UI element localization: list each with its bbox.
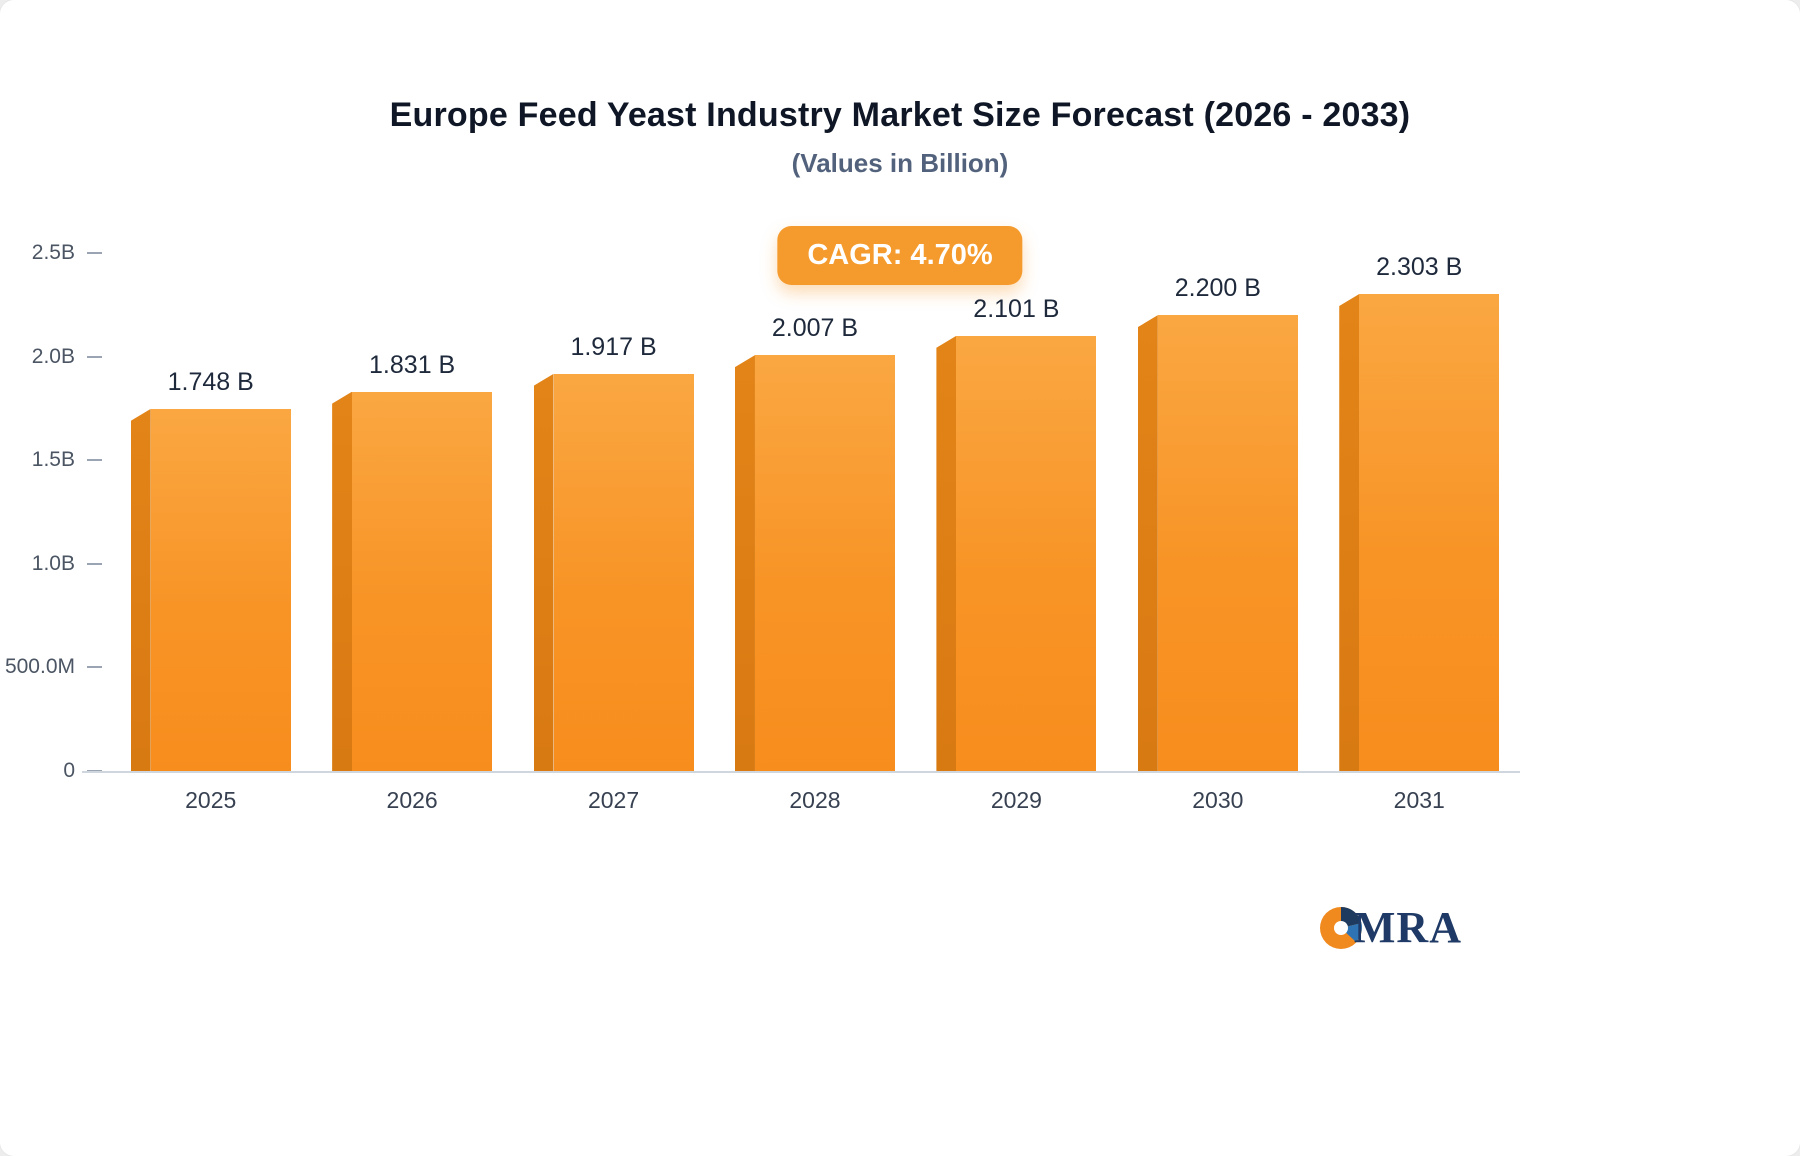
logo-pie-icon	[1319, 906, 1362, 949]
bar[interactable]	[332, 391, 493, 771]
y-axis-tick-label: 2.0B	[31, 344, 75, 368]
x-axis-category-label: 2028	[789, 787, 841, 813]
bar-value-label: 2.101 B	[973, 294, 1060, 323]
y-axis-tick-label: 1.0B	[31, 551, 75, 575]
bar-slot: 1.748 B 2025	[110, 253, 311, 813]
logo-text: MRA	[1353, 903, 1462, 952]
y-axis-tick: 2.0B	[0, 345, 110, 369]
bar-front-face	[956, 335, 1097, 771]
bar-side-face	[936, 335, 957, 771]
cagr-badge: CAGR: 4.70%	[777, 226, 1023, 285]
bar-value-label: 1.831 B	[369, 350, 456, 379]
x-axis-category-label: 2031	[1393, 787, 1445, 813]
bar-front-face	[754, 355, 895, 771]
bar-chart-plot: 1.748 B 2025 1.831 B 2026 1.917 B 2027 2.007 B…	[5, 241, 1520, 813]
bar-side-face	[332, 391, 353, 771]
brand-logo: MRA	[1318, 902, 1462, 953]
bar[interactable]	[1339, 294, 1500, 771]
y-axis-tick-mark	[87, 666, 102, 669]
x-axis-category-label: 2027	[587, 787, 640, 813]
bar[interactable]	[1137, 315, 1298, 771]
y-axis-tick-label: 2.5B	[31, 241, 75, 264]
y-axis-tick-mark	[87, 355, 102, 358]
x-axis-category-label: 2029	[990, 787, 1042, 813]
bar-slot: 2.200 B 2030	[1117, 253, 1318, 813]
bar-side-face	[734, 355, 755, 771]
y-axis-tick-mark	[87, 252, 102, 254]
y-axis-tick: 500.0M	[0, 655, 110, 679]
x-axis-category-label: 2025	[185, 787, 237, 813]
bar-slot: 1.917 B 2027	[513, 253, 714, 813]
y-axis-tick-label: 0	[63, 759, 75, 782]
y-axis-tick-label: 1.5B	[31, 448, 75, 472]
bar-side-face	[533, 373, 554, 771]
bar[interactable]	[130, 408, 291, 771]
x-axis-category-label: 2030	[1192, 787, 1244, 813]
bar[interactable]	[734, 355, 895, 771]
bar-value-label: 1.748 B	[167, 367, 254, 396]
bar-side-face	[1339, 294, 1360, 771]
bar-slot: 2.101 B 2029	[916, 253, 1117, 813]
y-axis-tick-mark	[87, 770, 102, 772]
bar-front-face	[1157, 315, 1298, 771]
y-axis-tick: 2.5B	[0, 241, 110, 265]
bar-value-label: 2.200 B	[1174, 274, 1261, 303]
bar-front-face	[150, 408, 291, 771]
chart-title: Europe Feed Yeast Industry Market Size F…	[389, 96, 1411, 134]
y-axis-tick: 0	[0, 759, 110, 783]
bar-slots: 1.748 B 2025 1.831 B 2026 1.917 B 2027 2.007 B…	[110, 253, 1520, 813]
bar-value-label: 2.303 B	[1376, 253, 1463, 281]
bar-side-face	[130, 408, 151, 771]
bar-slot: 2.303 B 2031	[1319, 253, 1520, 813]
bar-slot: 2.007 B 2028	[714, 253, 915, 813]
bar-front-face	[553, 373, 694, 771]
bar-front-face	[1359, 294, 1500, 771]
bar-slot: 1.831 B 2026	[311, 253, 512, 813]
chart-subtitle: (Values in Billion)	[791, 148, 1009, 178]
bar-front-face	[352, 391, 493, 771]
bar[interactable]	[936, 335, 1097, 771]
bar-value-label: 1.917 B	[570, 332, 657, 361]
y-axis-tick-mark	[87, 562, 102, 565]
y-axis-tick-label: 500.0M	[4, 655, 75, 679]
y-axis-tick: 1.5B	[0, 448, 110, 472]
y-axis-tick: 1.0B	[0, 552, 110, 576]
bar-value-label: 2.007 B	[771, 314, 859, 343]
x-axis-category-label: 2026	[386, 787, 438, 813]
y-axis-tick-mark	[87, 459, 102, 462]
bar-side-face	[1137, 315, 1158, 771]
bar[interactable]	[533, 373, 694, 771]
